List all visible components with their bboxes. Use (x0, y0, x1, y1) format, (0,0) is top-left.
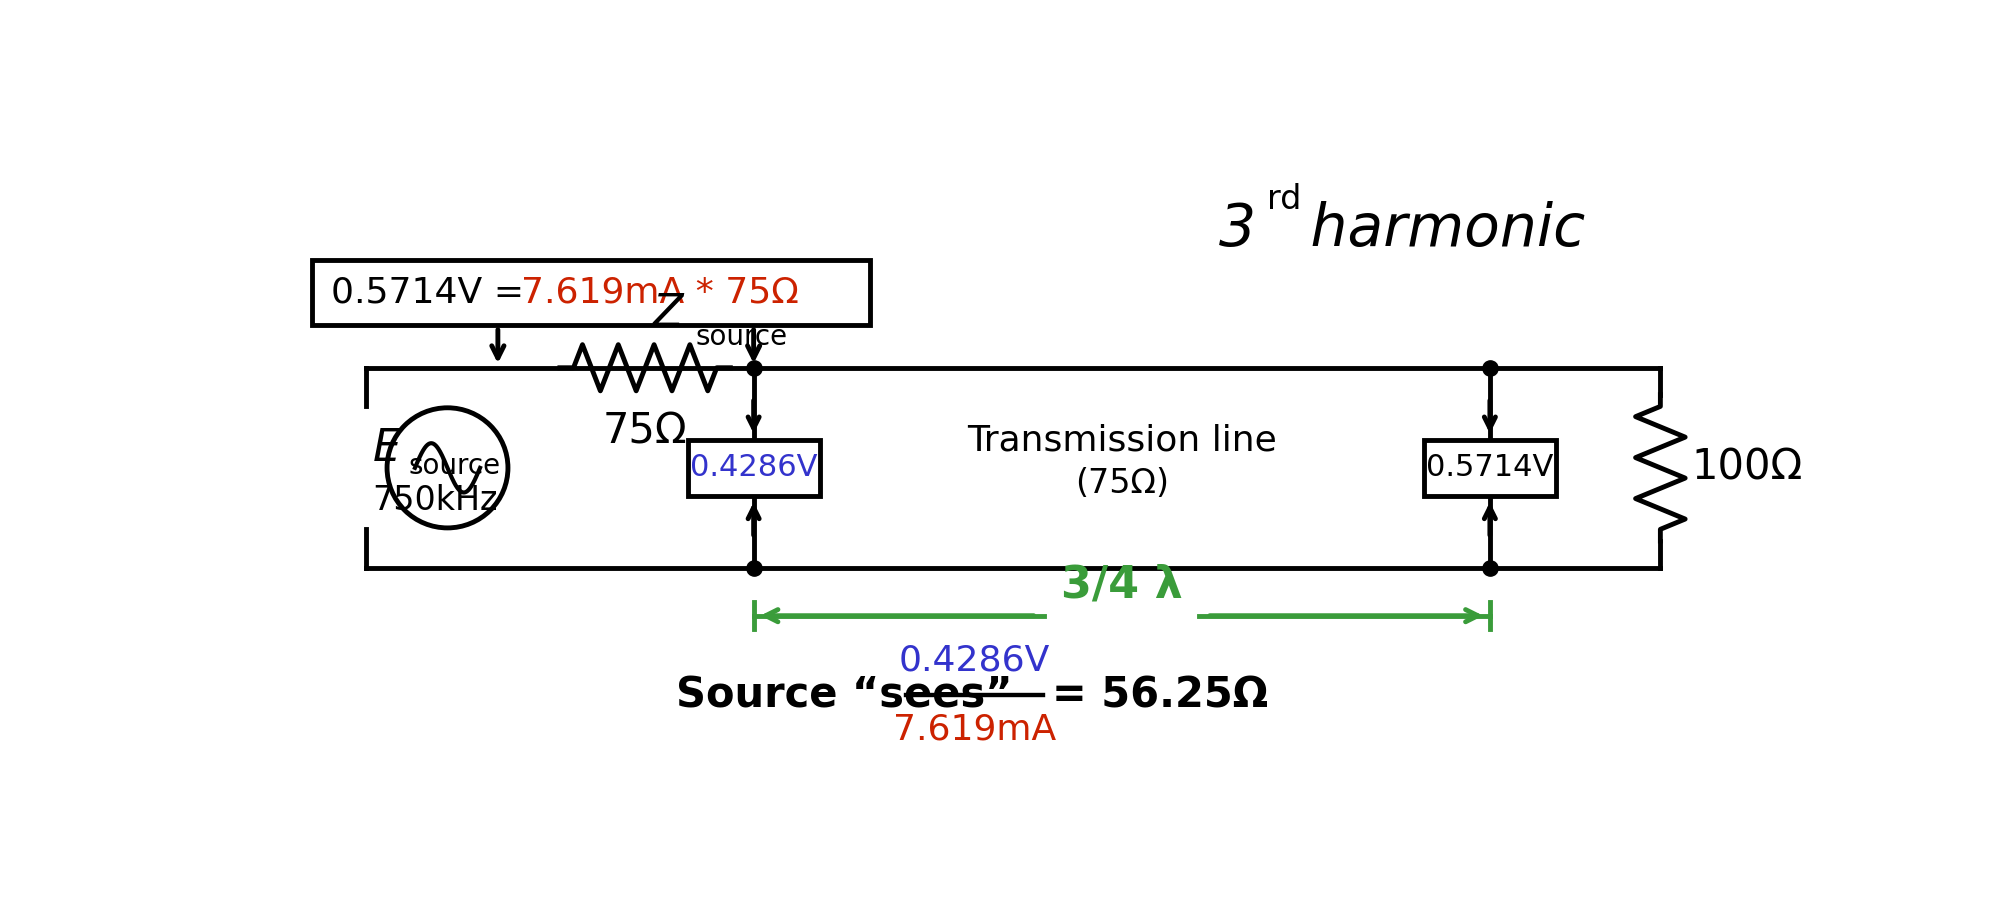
Text: source: source (695, 323, 787, 350)
Text: (75Ω): (75Ω) (1075, 467, 1169, 500)
FancyBboxPatch shape (312, 260, 869, 326)
Text: Source “sees”: Source “sees” (675, 674, 1013, 716)
Text: 75Ω: 75Ω (603, 410, 687, 452)
Text: rd: rd (1267, 183, 1301, 216)
Text: source: source (408, 452, 501, 480)
Text: 750kHz: 750kHz (372, 484, 498, 517)
Text: = 56.25Ω: = 56.25Ω (1051, 674, 1267, 716)
Text: harmonic: harmonic (1291, 200, 1584, 258)
FancyBboxPatch shape (687, 440, 819, 496)
FancyBboxPatch shape (1423, 440, 1554, 496)
Text: 0.4286V: 0.4286V (899, 643, 1049, 677)
Text: 7.619mA * 75Ω: 7.619mA * 75Ω (521, 275, 799, 309)
Text: E: E (372, 427, 400, 470)
Text: 3: 3 (1219, 200, 1255, 258)
Text: 0.4286V: 0.4286V (689, 453, 817, 482)
Text: Transmission line: Transmission line (967, 424, 1277, 458)
Text: 0.5714V: 0.5714V (1425, 453, 1552, 482)
Text: 3/4 λ: 3/4 λ (1061, 564, 1183, 607)
Text: Z: Z (653, 293, 683, 336)
Text: 7.619mA: 7.619mA (893, 713, 1055, 747)
Text: 100Ω: 100Ω (1690, 447, 1802, 489)
Text: 0.5714V =: 0.5714V = (332, 275, 535, 309)
